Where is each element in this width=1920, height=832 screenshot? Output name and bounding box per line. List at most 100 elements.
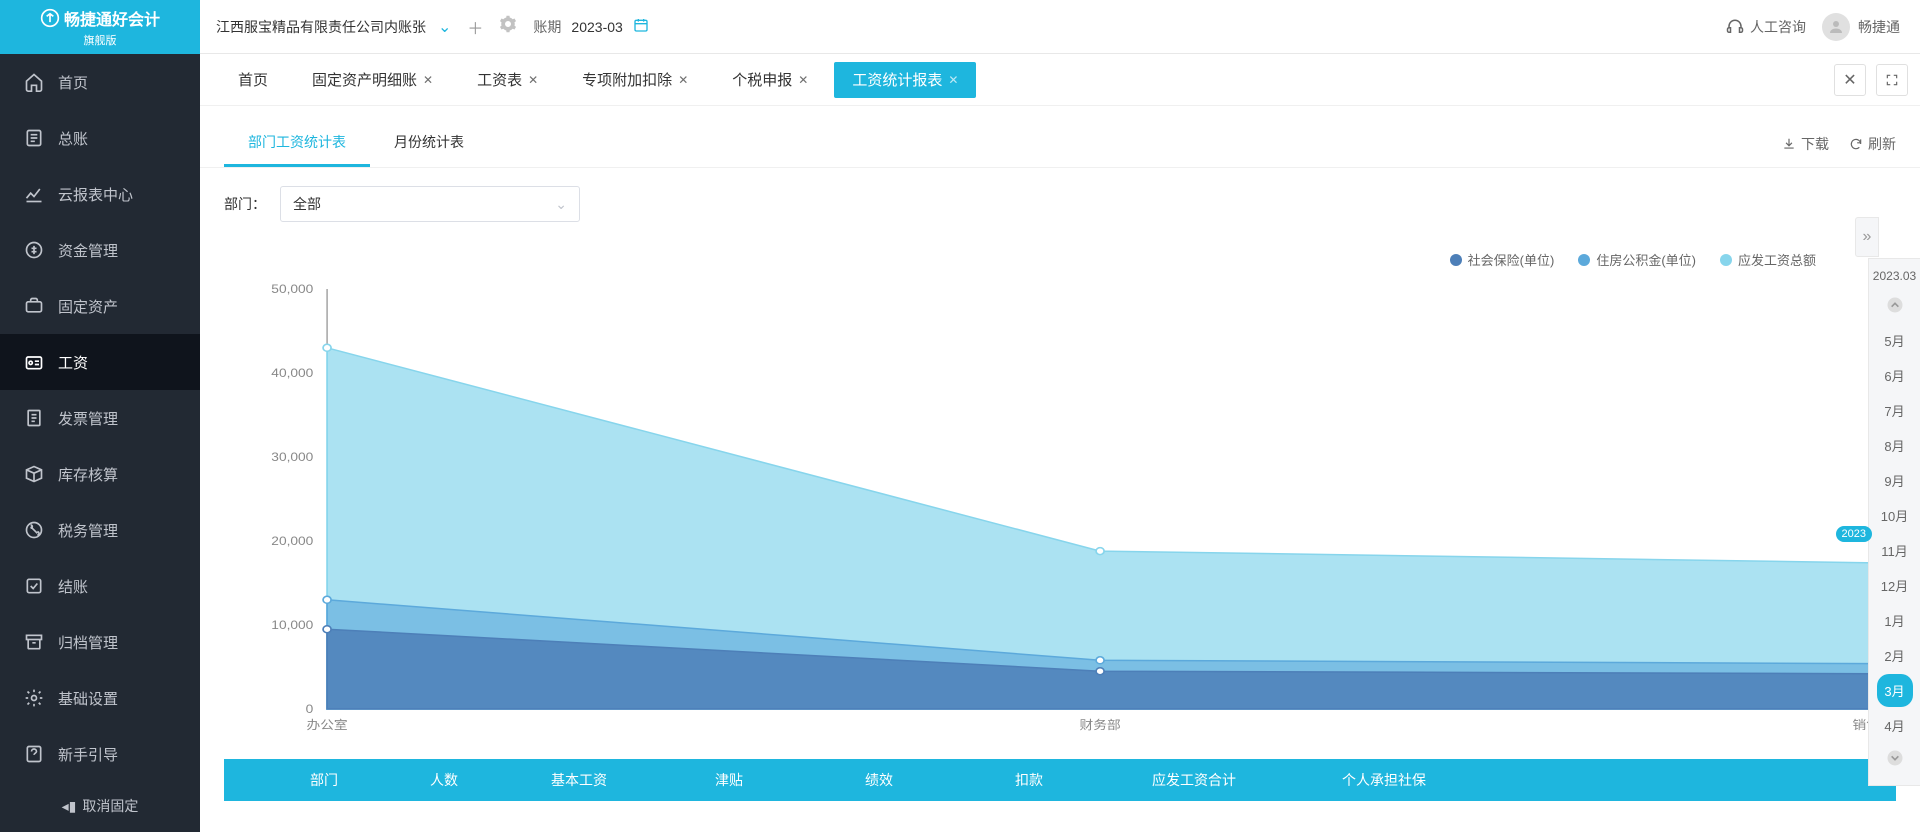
sidebar-item-fund[interactable]: 资金管理	[0, 222, 200, 278]
sidebar-item-settings[interactable]: 基础设置	[0, 670, 200, 726]
sub-tabs: 部门工资统计表月份统计表 下载 刷新	[200, 106, 1920, 168]
tab-4[interactable]: 个税申报 ✕	[714, 62, 826, 98]
sidebar-item-label: 固定资产	[58, 296, 118, 317]
table-column-header: 应发工资合计	[1104, 770, 1284, 790]
user-name: 畅捷通	[1858, 17, 1900, 37]
download-button[interactable]: 下载	[1782, 134, 1829, 154]
legend-item[interactable]: 住房公积金(单位)	[1578, 250, 1696, 269]
sidebar-item-close[interactable]: 结账	[0, 558, 200, 614]
month-item[interactable]: 12月	[1869, 569, 1920, 602]
tabs-controls: ✕	[1834, 64, 1908, 96]
table-column-header: 扣款	[954, 770, 1104, 790]
svg-text:50,000: 50,000	[271, 282, 313, 296]
sidebar-item-guide[interactable]: 新手引导	[0, 726, 200, 782]
download-icon	[1782, 137, 1796, 151]
close-icon[interactable]: ✕	[528, 73, 538, 87]
close-icon[interactable]: ✕	[423, 73, 433, 87]
headset-icon	[1726, 18, 1744, 36]
department-select[interactable]: 全部 ⌄	[280, 186, 580, 222]
sidebar-item-invoice[interactable]: 发票管理	[0, 390, 200, 446]
tab-label: 固定资产明细账	[312, 69, 417, 90]
month-item[interactable]: 7月	[1869, 394, 1920, 427]
tab-5[interactable]: 工资统计报表✕	[834, 62, 976, 98]
logo-icon	[40, 8, 60, 28]
month-item[interactable]: 5月	[1869, 324, 1920, 357]
sub-tab-0[interactable]: 部门工资统计表	[224, 120, 370, 167]
month-panel-toggle[interactable]: »	[1855, 217, 1879, 257]
sidebar-item-ledger[interactable]: 总账	[0, 110, 200, 166]
legend-item[interactable]: 应发工资总额	[1720, 250, 1816, 269]
refresh-icon	[1849, 137, 1863, 151]
top-header: 畅捷通好会计 旗舰版 江西服宝精品有限责任公司内账张 ⌄ ＋ 账期 2023-0…	[0, 0, 1920, 54]
sidebar-item-tax[interactable]: 税务管理	[0, 502, 200, 558]
period-selector[interactable]: 账期 2023-03	[533, 17, 648, 37]
sidebar-item-label: 新手引导	[58, 744, 118, 765]
report-icon	[24, 184, 44, 204]
refresh-button[interactable]: 刷新	[1849, 134, 1896, 154]
sidebar-item-salary[interactable]: 工资	[0, 334, 200, 390]
consult-button[interactable]: 人工咨询	[1726, 17, 1806, 37]
month-item[interactable]: 4月	[1869, 709, 1920, 742]
close-icon[interactable]: ✕	[678, 73, 688, 87]
legend-color-dot	[1578, 254, 1590, 266]
table-column-header: 基本工资	[504, 770, 654, 790]
month-item[interactable]: 1月	[1869, 604, 1920, 637]
calendar-icon	[633, 17, 649, 36]
sidebar-item-archive[interactable]: 归档管理	[0, 614, 200, 670]
month-nav-down[interactable]	[1881, 744, 1909, 775]
sidebar-item-asset[interactable]: 固定资产	[0, 278, 200, 334]
ledger-icon	[24, 128, 44, 148]
settings-icon	[24, 688, 44, 708]
sidebar-item-label: 库存核算	[58, 464, 118, 485]
sub-tab-1[interactable]: 月份统计表	[370, 120, 488, 167]
tab-1[interactable]: 固定资产明细账 ✕	[294, 62, 451, 98]
asset-icon	[24, 296, 44, 316]
close-all-tabs-button[interactable]: ✕	[1834, 64, 1866, 96]
close-icon[interactable]: ✕	[948, 73, 958, 87]
tab-label: 个税申报	[732, 69, 792, 90]
legend-item[interactable]: 社会保险(单位)	[1450, 250, 1555, 269]
tab-2[interactable]: 工资表 ✕	[459, 62, 556, 98]
sidebar-item-label: 发票管理	[58, 408, 118, 429]
table-column-header: 人数	[384, 770, 504, 790]
sidebar-item-label: 工资	[58, 352, 88, 373]
user-menu[interactable]: 畅捷通	[1822, 13, 1900, 41]
sidebar-item-home[interactable]: 首页	[0, 54, 200, 110]
avatar	[1822, 13, 1850, 41]
guide-icon	[24, 744, 44, 764]
tab-label: 工资表	[477, 69, 522, 90]
company-name: 江西服宝精品有限责任公司内账张	[216, 17, 426, 37]
gear-icon[interactable]	[499, 15, 517, 38]
sidebar-item-inventory[interactable]: 库存核算	[0, 446, 200, 502]
sub-actions: 下载 刷新	[1782, 134, 1896, 154]
close-icon[interactable]: ✕	[798, 73, 808, 87]
legend-label: 社会保险(单位)	[1468, 250, 1555, 269]
company-selector[interactable]: 江西服宝精品有限责任公司内账张 ⌄	[216, 17, 451, 37]
logo-text: 畅捷通好会计	[64, 6, 160, 30]
month-item[interactable]: 2月	[1869, 639, 1920, 672]
sidebar-item-label: 资金管理	[58, 240, 118, 261]
month-col-year: 2023.03	[1873, 269, 1916, 283]
month-item[interactable]: 10月	[1869, 499, 1920, 532]
month-nav-up[interactable]	[1881, 291, 1909, 322]
main-content: 首页固定资产明细账✕工资表✕专项附加扣除✕个税申报✕工资统计报表✕ ✕ 部门工资…	[200, 54, 1920, 832]
header-right: 人工咨询 畅捷通	[1726, 13, 1920, 41]
tab-0[interactable]: 首页	[220, 62, 286, 98]
plus-icon[interactable]: ＋	[467, 15, 483, 39]
tab-3[interactable]: 专项附加扣除✕	[564, 62, 706, 98]
month-item[interactable]: 8月	[1869, 429, 1920, 462]
month-item[interactable]: 3月	[1877, 674, 1913, 707]
month-selector: » 2023.035月6月7月8月9月10月11月12月1月2月3月4月	[1868, 258, 1920, 786]
fullscreen-button[interactable]	[1876, 64, 1908, 96]
table-column-header: 津贴	[654, 770, 804, 790]
month-item[interactable]: 11月	[1869, 534, 1920, 567]
logo-subtitle: 旗舰版	[84, 32, 117, 48]
header-mid: 江西服宝精品有限责任公司内账张 ⌄ ＋ 账期 2023-03	[200, 15, 1726, 39]
tax-icon	[24, 520, 44, 540]
month-item[interactable]: 6月	[1869, 359, 1920, 392]
page-tabs: 首页固定资产明细账✕工资表✕专项附加扣除✕个税申报✕工资统计报表✕ ✕	[200, 54, 1920, 106]
sidebar-item-report[interactable]: 云报表中心	[0, 166, 200, 222]
month-item[interactable]: 9月	[1869, 464, 1920, 497]
sidebar-pin-toggle[interactable]: ◂▮取消固定	[0, 782, 200, 830]
legend-color-dot	[1720, 254, 1732, 266]
